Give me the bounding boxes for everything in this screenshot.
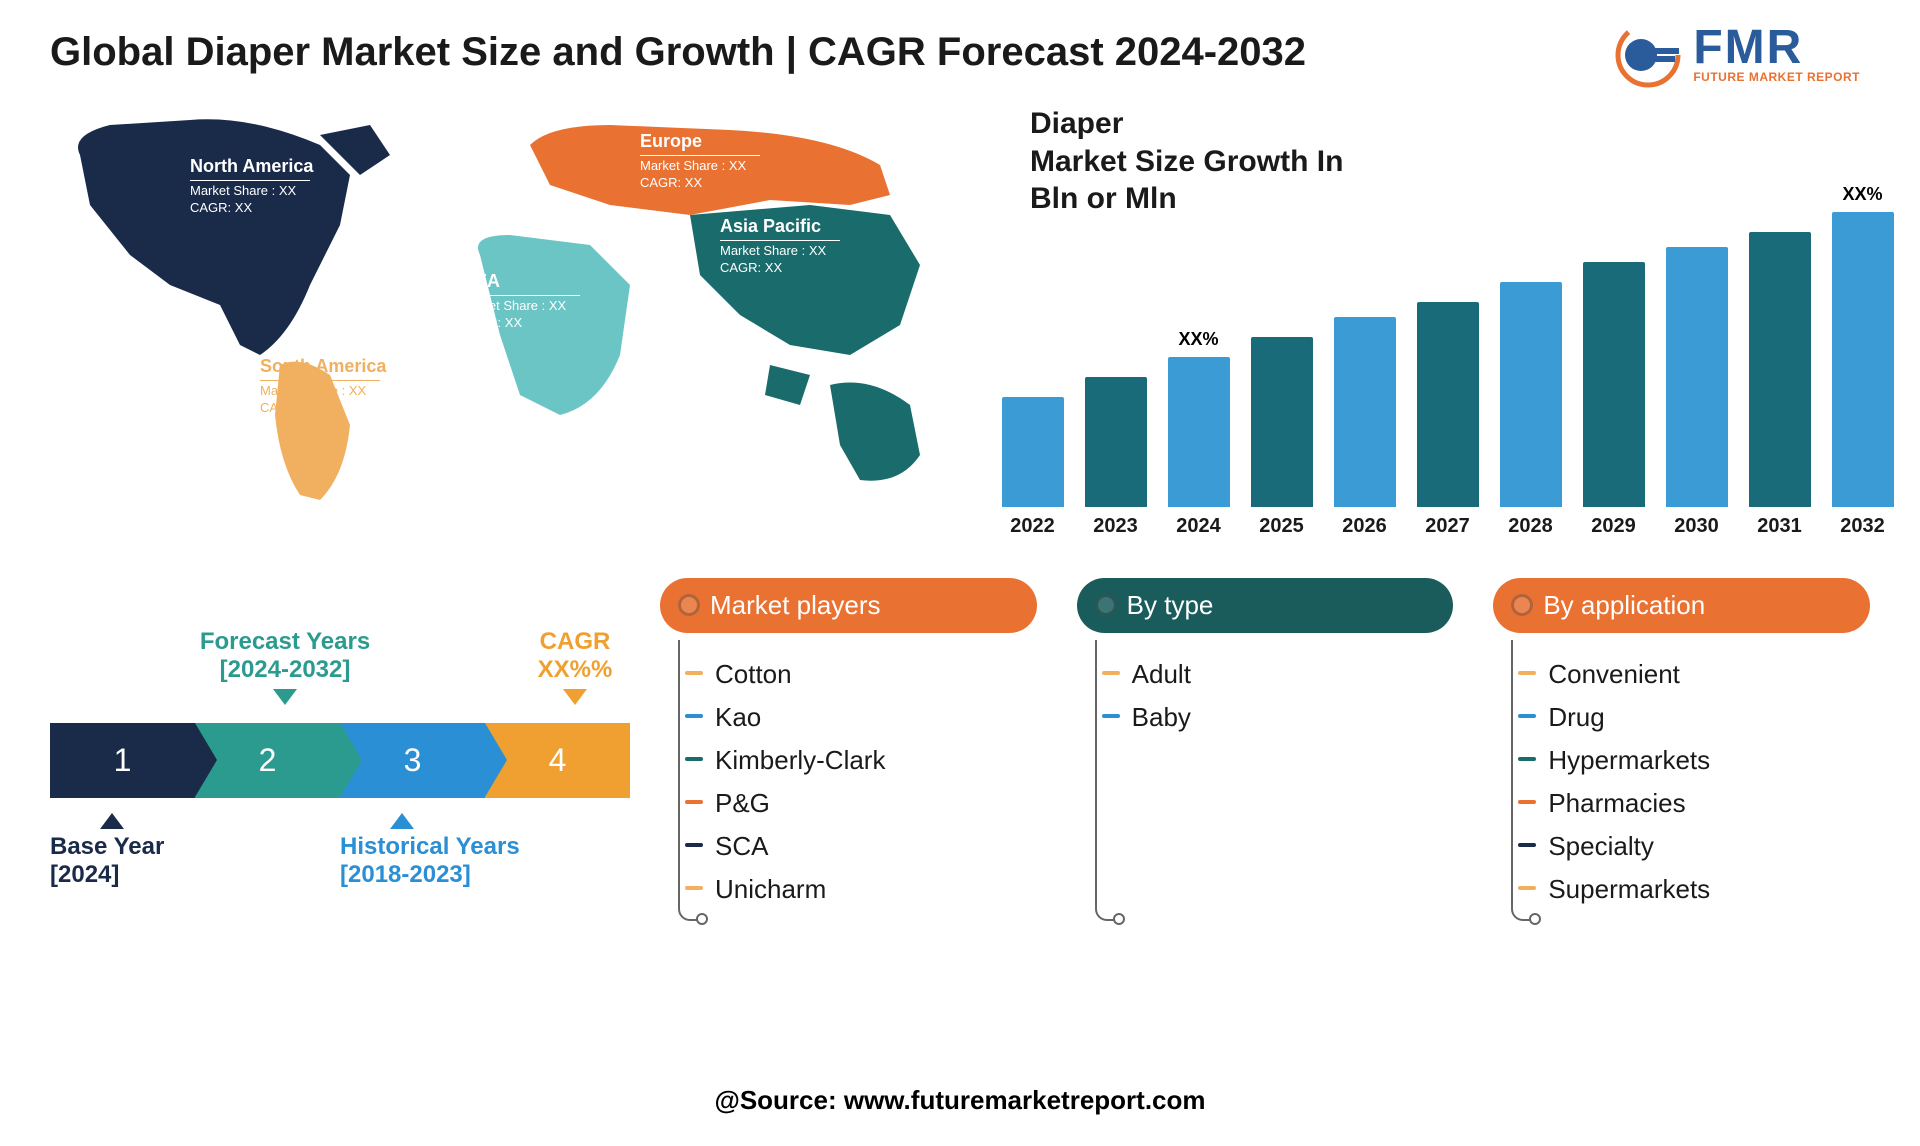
bar-chart: 2022 2023 XX% 2024 2025 2026 2027 2028 20… xyxy=(990,238,1905,538)
chart-bar xyxy=(1666,247,1728,507)
bar-value-label: XX% xyxy=(1842,184,1882,205)
logo-sub-text: FUTURE MARKET REPORT xyxy=(1693,70,1860,84)
bar-wrap: 2030 xyxy=(1664,247,1729,538)
region-label: North America Market Share : XX CAGR: XX xyxy=(190,155,313,217)
category-item: Drug xyxy=(1548,696,1870,739)
category-header: By application xyxy=(1493,578,1870,633)
category-item: Cotton xyxy=(715,653,1037,696)
bar-year-label: 2022 xyxy=(1010,515,1055,538)
bar-value-label: XX% xyxy=(1178,329,1218,350)
bar-year-label: 2028 xyxy=(1508,515,1553,538)
region-name: Europe xyxy=(640,130,760,153)
bar-wrap: 2029 xyxy=(1581,262,1646,538)
bar-year-label: 2027 xyxy=(1425,515,1470,538)
region-name: Asia Pacific xyxy=(720,215,840,238)
bar-year-label: 2023 xyxy=(1093,515,1138,538)
category-column: By type AdultBaby xyxy=(1077,578,1454,941)
region-name: MEA xyxy=(460,270,580,293)
region-label: MEA Market Share : XX CAGR: XX xyxy=(460,270,580,332)
bar-wrap: 2023 xyxy=(1083,377,1148,538)
region-cagr: CAGR: XX xyxy=(190,200,313,217)
bar-year-label: 2024 xyxy=(1176,515,1221,538)
category-list: CottonKaoKimberly-ClarkP&GSCAUnicharm xyxy=(660,643,1037,911)
category-item: Pharmacies xyxy=(1548,782,1870,825)
logo-icon xyxy=(1613,20,1683,90)
chart-bar xyxy=(1749,232,1811,507)
category-list: ConvenientDrugHypermarketsPharmaciesSpec… xyxy=(1493,643,1870,911)
chart-bar xyxy=(1251,337,1313,507)
bar-wrap: 2031 xyxy=(1747,232,1812,538)
timeline-label-bottom: Historical Years[2018-2023] xyxy=(340,813,560,891)
region-share: Market Share : XX xyxy=(260,383,386,400)
category-list: AdultBaby xyxy=(1077,643,1454,739)
region-name: North America xyxy=(190,155,313,178)
bar-wrap: XX% 2024 xyxy=(1166,357,1231,538)
bar-year-label: 2030 xyxy=(1674,515,1719,538)
timeline-label-bottom: Base Year[2024] xyxy=(50,813,270,891)
bar-year-label: 2031 xyxy=(1757,515,1802,538)
category-item: Convenient xyxy=(1548,653,1870,696)
chart-bar: XX% xyxy=(1832,212,1894,507)
chart-bar xyxy=(1085,377,1147,507)
bar-wrap: 2027 xyxy=(1415,302,1480,538)
category-item: Adult xyxy=(1132,653,1454,696)
chart-bar xyxy=(1334,317,1396,507)
timeline-label-top: CAGRXX%% xyxy=(485,628,665,706)
chart-bar xyxy=(1417,302,1479,507)
category-item: P&G xyxy=(715,782,1037,825)
bar-wrap: 2028 xyxy=(1498,282,1563,538)
bar-wrap: XX% 2032 xyxy=(1830,212,1895,538)
category-item: Baby xyxy=(1132,696,1454,739)
chart-bar xyxy=(1002,397,1064,507)
category-header: Market players xyxy=(660,578,1037,633)
region-name: South America xyxy=(260,355,386,378)
timeline-bar: 1234 xyxy=(50,723,630,798)
region-share: Market Share : XX xyxy=(190,183,313,200)
category-item: Unicharm xyxy=(715,868,1037,911)
logo-main-text: FMR xyxy=(1693,26,1860,69)
timeline-panel: Forecast Years[2024-2032]CAGRXX%% 1234 B… xyxy=(50,578,630,941)
bar-chart-panel: Diaper Market Size Growth In Bln or Mln … xyxy=(990,105,1905,538)
chart-bar xyxy=(1500,282,1562,507)
category-item: Specialty xyxy=(1548,825,1870,868)
region-cagr: CAGR: XX xyxy=(460,315,580,332)
source-attribution: @Source: www.futuremarketreport.com xyxy=(714,1085,1205,1116)
bar-wrap: 2026 xyxy=(1332,317,1397,538)
bar-year-label: 2032 xyxy=(1840,515,1885,538)
category-item: SCA xyxy=(715,825,1037,868)
category-column: By application ConvenientDrugHypermarket… xyxy=(1493,578,1870,941)
bar-year-label: 2026 xyxy=(1342,515,1387,538)
chart-bar xyxy=(1583,262,1645,507)
region-cagr: CAGR: XX xyxy=(260,400,386,417)
world-map: North America Market Share : XX CAGR: XX… xyxy=(50,105,950,505)
category-panel: Market players CottonKaoKimberly-ClarkP&… xyxy=(660,578,1870,941)
category-item: Kao xyxy=(715,696,1037,739)
region-label: South America Market Share : XX CAGR: XX xyxy=(260,355,386,417)
bar-wrap: 2025 xyxy=(1249,337,1314,538)
chart-bar: XX% xyxy=(1168,357,1230,507)
region-label: Asia Pacific Market Share : XX CAGR: XX xyxy=(720,215,840,277)
chart-title: Diaper Market Size Growth In Bln or Mln xyxy=(1030,105,1905,218)
category-item: Kimberly-Clark xyxy=(715,739,1037,782)
region-cagr: CAGR: XX xyxy=(720,260,840,277)
region-label: Europe Market Share : XX CAGR: XX xyxy=(640,130,760,192)
page-title: Global Diaper Market Size and Growth | C… xyxy=(50,30,1870,75)
fmr-logo: FMR FUTURE MARKET REPORT xyxy=(1613,20,1860,90)
bar-year-label: 2025 xyxy=(1259,515,1304,538)
category-item: Supermarkets xyxy=(1548,868,1870,911)
category-header: By type xyxy=(1077,578,1454,633)
region-share: Market Share : XX xyxy=(460,298,580,315)
category-item: Hypermarkets xyxy=(1548,739,1870,782)
timeline-label-top: Forecast Years[2024-2032] xyxy=(195,628,375,706)
bar-wrap: 2022 xyxy=(1000,397,1065,538)
bar-year-label: 2029 xyxy=(1591,515,1636,538)
region-share: Market Share : XX xyxy=(640,158,760,175)
category-column: Market players CottonKaoKimberly-ClarkP&… xyxy=(660,578,1037,941)
region-cagr: CAGR: XX xyxy=(640,175,760,192)
region-share: Market Share : XX xyxy=(720,243,840,260)
timeline-segment: 1 xyxy=(50,723,195,798)
